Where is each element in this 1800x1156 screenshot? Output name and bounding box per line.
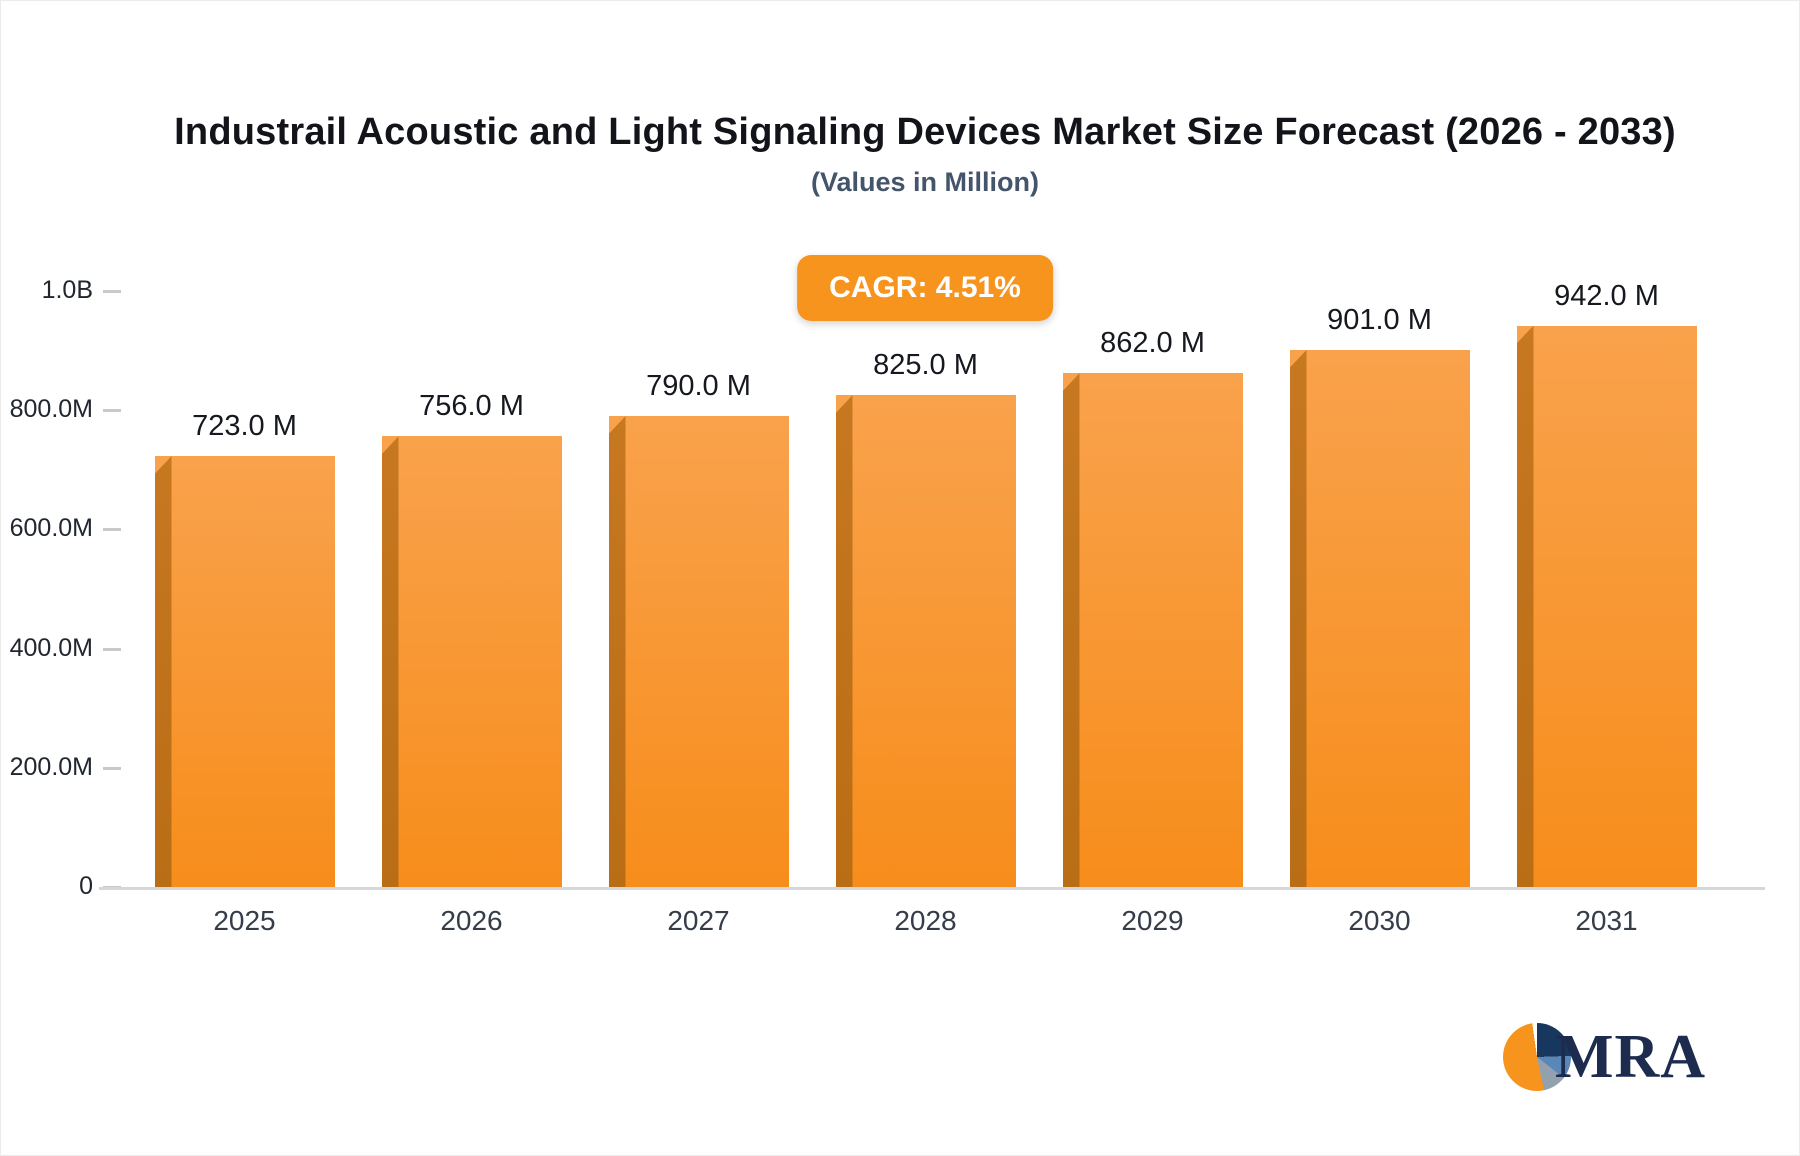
- bar-side-face: [608, 416, 626, 887]
- bar-front-face: [835, 395, 1016, 887]
- bar-value-label: 942.0 M: [1554, 279, 1659, 312]
- bar: [1062, 373, 1243, 887]
- bar-value-label: 862.0 M: [1100, 327, 1205, 360]
- y-axis-tick-mark: [103, 766, 121, 770]
- bar-value-label: 790.0 M: [646, 370, 751, 403]
- y-axis-tick-label: 0: [79, 872, 93, 900]
- bar-front-face: [1516, 325, 1697, 887]
- bar-value-label: 901.0 M: [1327, 304, 1432, 336]
- y-axis-tick-mark: [103, 290, 121, 293]
- bar: [154, 456, 335, 887]
- bar: [1516, 325, 1697, 887]
- bar-side-face: [1516, 325, 1534, 887]
- y-axis-tick-label: 800.0M: [9, 395, 93, 424]
- x-axis-category-label: 2026: [440, 905, 503, 936]
- bar-front-face: [381, 436, 562, 887]
- bar-side-face: [1289, 350, 1307, 887]
- chart-title: Industrail Acoustic and Light Signaling …: [174, 111, 1676, 153]
- bar: [381, 436, 562, 887]
- bar-value-label: 756.0 M: [419, 390, 524, 423]
- bar-front-face: [1289, 350, 1470, 887]
- bar-side-face: [381, 436, 399, 887]
- x-axis-category-label: 2031: [1575, 905, 1638, 936]
- bar-front-face: [608, 416, 789, 887]
- y-axis-tick-mark: [103, 647, 121, 651]
- bar-front-face: [154, 456, 335, 887]
- bar-side-face: [835, 395, 853, 887]
- bar-front-face: [1062, 373, 1243, 887]
- bar-side-face: [154, 456, 172, 887]
- x-axis-category-label: 2027: [667, 905, 730, 936]
- x-axis-category-label: 2028: [894, 905, 957, 936]
- bar: [835, 395, 1016, 887]
- bar-value-label: 825.0 M: [873, 349, 978, 382]
- y-axis-tick-label: 1.0B: [41, 276, 93, 304]
- x-axis-category-label: 2030: [1348, 905, 1411, 936]
- bar-side-face: [1062, 373, 1080, 887]
- y-axis-tick-label: 400.0M: [9, 633, 93, 662]
- y-axis-tick-mark: [103, 409, 121, 413]
- y-axis-tick-label: 200.0M: [9, 752, 93, 781]
- mra-logo: MRA: [1503, 1023, 1706, 1091]
- x-axis-category-label: 2025: [213, 905, 276, 936]
- logo-pie-icon: [1503, 1023, 1571, 1091]
- y-axis-tick-mark: [103, 528, 121, 532]
- bar-value-label: 723.0 M: [192, 410, 297, 443]
- cagr-badge: CAGR: 4.51%: [797, 255, 1053, 321]
- y-axis-tick-label: 600.0M: [9, 514, 93, 543]
- x-axis-category-label: 2029: [1121, 905, 1184, 936]
- bar: [1289, 350, 1470, 887]
- x-axis-baseline: [99, 887, 1765, 890]
- bar: [608, 416, 789, 887]
- logo-text: MRA: [1555, 1023, 1707, 1091]
- chart-subtitle: (Values in Million): [810, 167, 1040, 197]
